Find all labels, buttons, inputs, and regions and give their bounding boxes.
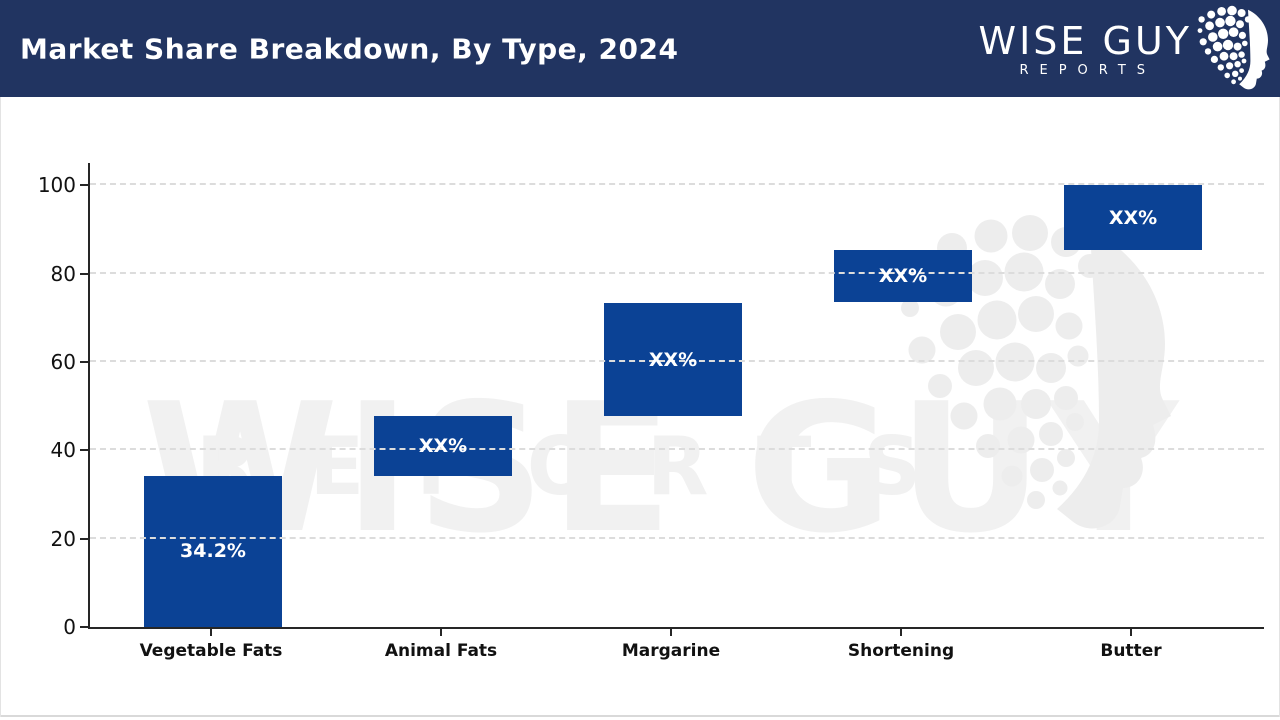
y-tick-mark [80,184,88,187]
gridline-y-40 [90,448,1264,451]
gridline-y-20 [90,536,1264,539]
dotted-head-icon [1197,5,1270,90]
plot-area: 34.2% XX% XX% XX% XX% [88,163,1264,629]
gridline-y-60 [90,359,1264,362]
bar-vegetable-fats[interactable] [144,475,282,627]
y-tick-mark [80,537,88,540]
logo-wordmark: WISE GUY [978,18,1192,63]
y-tick-mark [80,626,88,628]
bar-value-label: XX% [878,265,928,288]
y-tick-label: 100 [37,173,76,198]
wise-guy-reports-logo: WISE GUY REPORTS [979,5,1272,93]
category-label-vegetable-fats: Vegetable Fats [139,641,283,661]
bar-margarine[interactable] [604,302,742,417]
y-tick-mark [80,360,88,363]
logo-subtitle: REPORTS [1019,63,1157,79]
category-label-margarine: Margarine [621,641,721,661]
gridline-y-100 [90,183,1264,186]
x-tick-mark [900,629,902,636]
category-label-shortening: Shortening [847,641,955,661]
gridline-y-80 [90,271,1264,274]
x-tick-mark [440,629,442,636]
bar-value-label: XX% [648,348,698,371]
y-tick-label: 0 [63,615,76,639]
header-bar: Market Share Breakdown, By Type, 2024 WI… [0,0,1280,97]
y-tick-label: 20 [50,526,76,551]
y-tick-label: 60 [50,349,76,374]
x-tick-mark [1130,629,1132,636]
x-tick-mark [210,629,212,636]
x-tick-mark [670,629,672,636]
bar-animal-fats[interactable] [374,416,512,476]
category-label-animal-fats: Animal Fats [384,641,498,661]
bar-value-label: XX% [1108,206,1158,229]
page-title: Market Share Breakdown, By Type, 2024 [20,32,679,65]
y-tick-mark [80,449,88,452]
bar-value-label: 34.2% [180,540,246,563]
y-tick-label: 40 [50,438,76,463]
category-label-butter: Butter [1100,641,1162,661]
y-tick-label: 80 [50,261,76,286]
bar-value-label: XX% [418,434,468,457]
logo-text: WISE GUY REPORTS [978,18,1192,79]
y-tick-mark [80,272,88,275]
bottom-frame-line [0,715,1280,717]
left-frame-line [0,97,1,717]
